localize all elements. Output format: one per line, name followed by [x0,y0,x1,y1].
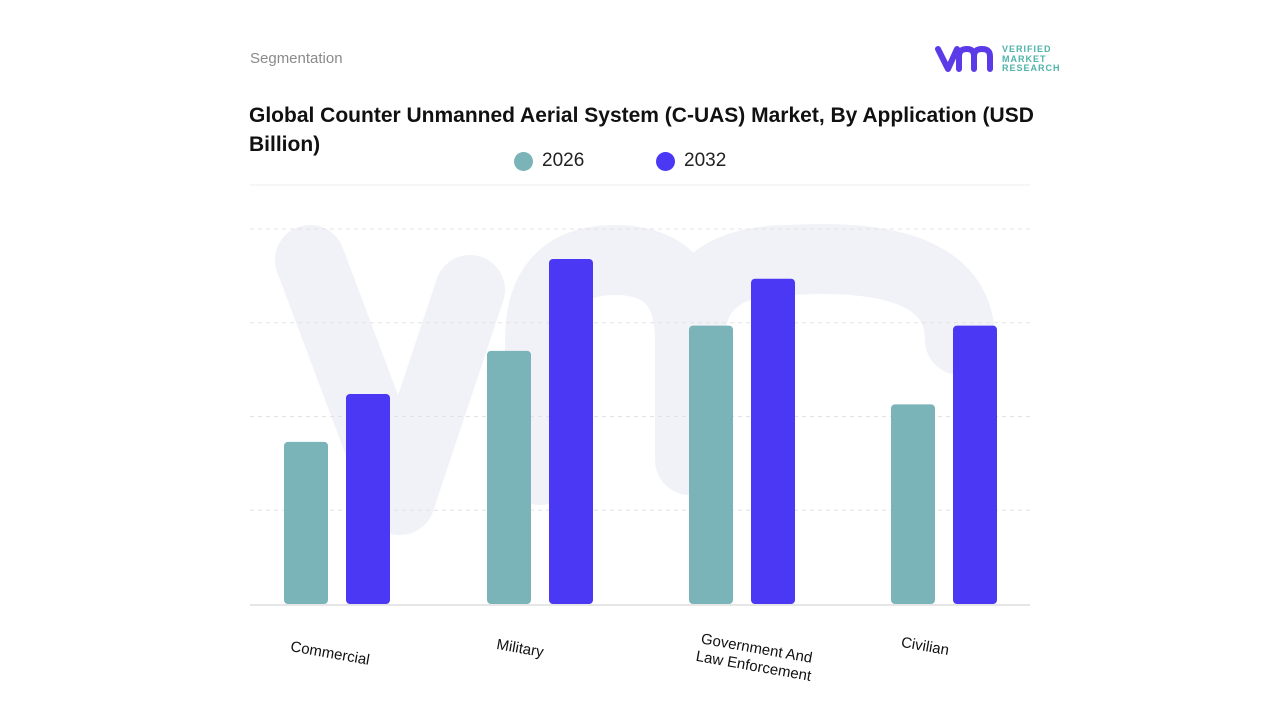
bar-2026-commercial [284,441,328,604]
bar-2026-government-and-law-enforcement [689,325,733,604]
legend-item-2026: 2026 [514,150,584,172]
legend-dot-2032 [656,151,675,171]
bar-2032-military [549,259,593,604]
legend-item-2032: 2032 [656,150,726,172]
bar-2032-government-and-law-enforcement [751,278,795,604]
vmr-logo-icon [935,46,993,72]
bar-2026-civilian [891,404,935,604]
watermark-logo [275,224,995,535]
section-label: Segmentation [250,50,343,67]
bar-2026-military [487,350,531,604]
chart-title: Global Counter Unmanned Aerial System (C… [249,104,1034,156]
logo-text: VERIFIED MARKET RESEARCH [1002,44,1061,73]
bar-2032-civilian [953,325,997,604]
legend-dot-2026 [514,151,533,171]
bar-2032-commercial [346,394,390,604]
